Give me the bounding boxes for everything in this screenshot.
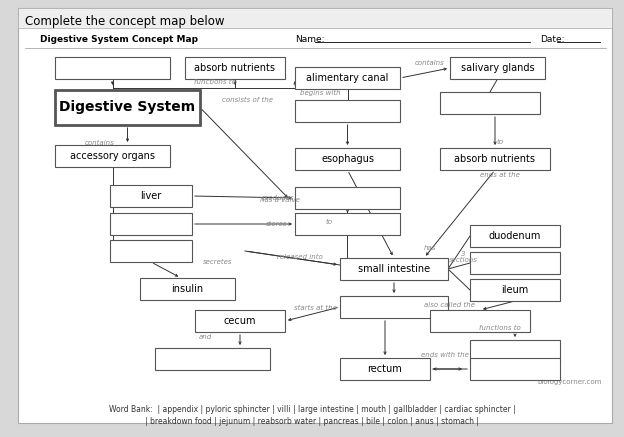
Text: Word Bank:  | appendix | pyloric sphincter | villi | large intestine | mouth | g: Word Bank: | appendix | pyloric sphincte… xyxy=(109,405,515,413)
Bar xyxy=(340,258,448,280)
Text: also called the: also called the xyxy=(424,302,475,308)
Bar xyxy=(340,296,448,318)
Text: insulin: insulin xyxy=(172,284,203,294)
Bar xyxy=(140,278,235,300)
Text: absorb nutrients: absorb nutrients xyxy=(195,63,276,73)
Bar xyxy=(450,57,545,79)
Bar xyxy=(55,57,170,79)
Text: begins with: begins with xyxy=(300,90,340,96)
Text: has a valve: has a valve xyxy=(260,197,300,203)
Bar xyxy=(440,148,550,170)
Bar xyxy=(470,252,560,274)
Text: Digestive System: Digestive System xyxy=(59,101,195,114)
Text: cecum: cecum xyxy=(224,316,256,326)
Text: Date:: Date: xyxy=(540,35,565,45)
Text: and: and xyxy=(198,334,212,340)
Bar xyxy=(18,8,612,28)
Bar xyxy=(295,100,400,122)
Bar xyxy=(430,310,530,332)
Text: starts at the: starts at the xyxy=(293,305,336,311)
Text: stores: stores xyxy=(266,221,288,227)
Bar xyxy=(110,185,192,207)
Text: 3
sections: 3 sections xyxy=(449,250,477,264)
Text: ileum: ileum xyxy=(501,285,529,295)
Text: has: has xyxy=(424,245,436,251)
Text: esophagus: esophagus xyxy=(321,154,374,164)
Text: salivary glands: salivary glands xyxy=(461,63,534,73)
Bar xyxy=(55,90,200,125)
Bar xyxy=(295,187,400,209)
Text: contains: contains xyxy=(85,140,115,146)
Bar xyxy=(155,348,270,370)
Text: released into: released into xyxy=(277,254,323,260)
Text: ends with the: ends with the xyxy=(421,352,469,358)
Bar xyxy=(295,213,400,235)
Bar xyxy=(470,225,560,247)
Text: secretes: secretes xyxy=(203,259,233,265)
Bar xyxy=(110,213,192,235)
Bar xyxy=(110,240,192,262)
Bar xyxy=(470,340,560,362)
Text: alimentary canal: alimentary canal xyxy=(306,73,389,83)
Text: rectum: rectum xyxy=(368,364,402,374)
Text: ends at the: ends at the xyxy=(480,172,520,178)
Bar xyxy=(295,148,400,170)
Bar xyxy=(55,145,170,167)
Text: accessory organs: accessory organs xyxy=(70,151,155,161)
Text: | breakdown food | jejunum | reabsorb water | pancreas | bile | colon | anus | s: | breakdown food | jejunum | reabsorb wa… xyxy=(145,416,479,426)
Bar xyxy=(470,358,560,380)
Bar xyxy=(195,310,285,332)
Text: Name:: Name: xyxy=(295,35,324,45)
Bar xyxy=(295,67,400,89)
Text: functions to: functions to xyxy=(479,325,521,331)
Text: Complete the concept map below: Complete the concept map below xyxy=(25,15,225,28)
Text: biologycorner.com: biologycorner.com xyxy=(538,379,602,385)
Text: produces: produces xyxy=(261,195,293,201)
Text: functions to: functions to xyxy=(194,79,236,85)
Text: consists of the: consists of the xyxy=(223,97,273,103)
Text: to: to xyxy=(326,219,333,225)
Bar xyxy=(440,92,540,114)
Bar xyxy=(185,57,285,79)
Text: duodenum: duodenum xyxy=(489,231,541,241)
Text: Digestive System Concept Map: Digestive System Concept Map xyxy=(40,35,198,45)
Text: to: to xyxy=(497,139,504,145)
Text: small intestine: small intestine xyxy=(358,264,430,274)
Bar xyxy=(340,358,430,380)
Text: liver: liver xyxy=(140,191,162,201)
Text: absorb nutrients: absorb nutrients xyxy=(454,154,535,164)
Text: contains: contains xyxy=(415,60,445,66)
Bar xyxy=(470,279,560,301)
